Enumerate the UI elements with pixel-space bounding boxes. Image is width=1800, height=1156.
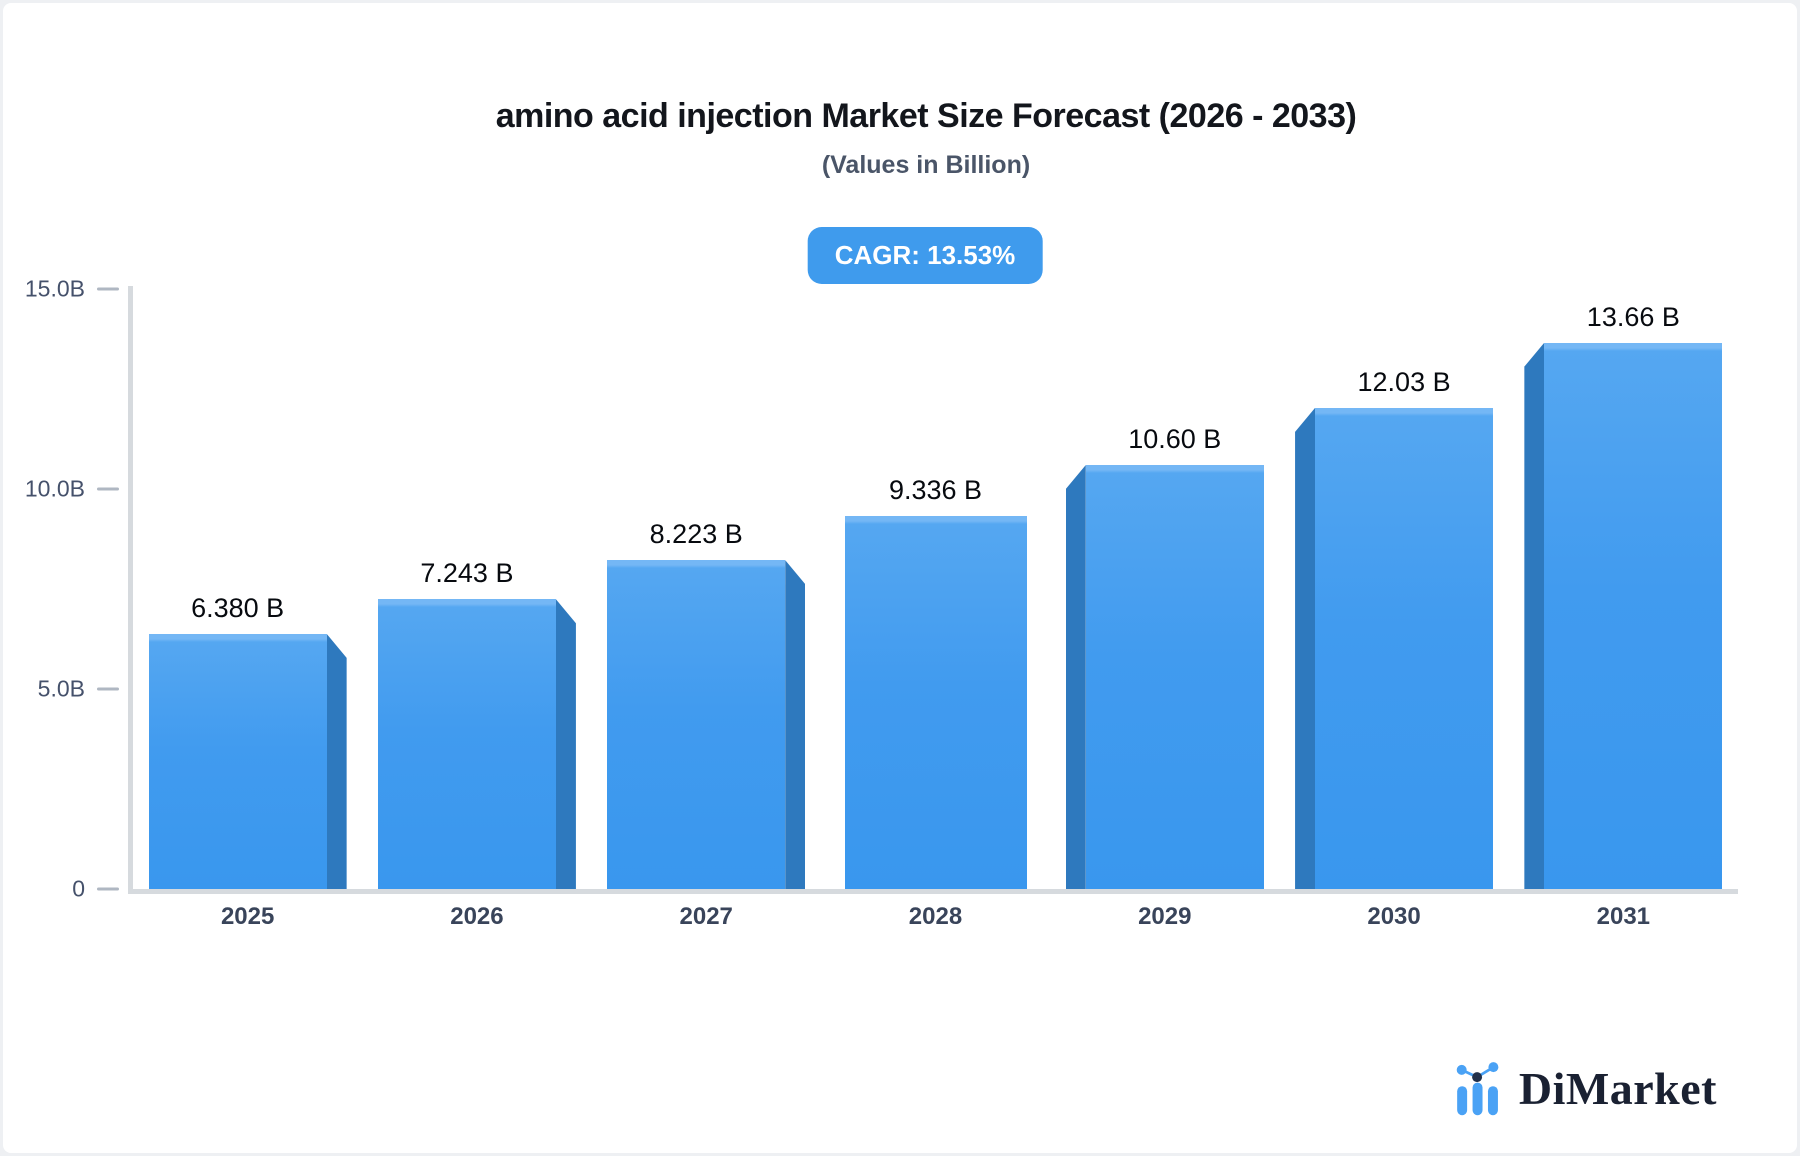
x-axis-label-2031: 2031 — [1596, 903, 1651, 930]
bar-2028[interactable] — [844, 515, 1027, 889]
bar-value-label: 9.336 B — [888, 474, 983, 505]
bar-3d-side — [1524, 342, 1545, 889]
bar-3d-side — [1295, 407, 1316, 889]
y-axis-line — [128, 286, 133, 894]
brand-logo: DiMarket — [1449, 1059, 1717, 1117]
bar-2027[interactable] — [607, 560, 806, 889]
bar-3d-side — [326, 633, 347, 889]
bar-face — [1544, 342, 1723, 889]
bar-2030[interactable] — [1295, 407, 1494, 889]
bar-3d-side — [555, 599, 576, 889]
chart-card: amino acid injection Market Size Forecas… — [3, 3, 1797, 1153]
chart-title: amino acid injection Market Size Forecas… — [495, 97, 1357, 135]
y-axis-tick-label: 15.0B — [24, 275, 85, 302]
bar-3d-side — [1065, 465, 1086, 889]
bar-2026[interactable] — [377, 599, 576, 889]
cagr-badge: CAGR: 13.53% — [807, 227, 1043, 284]
x-axis-label-2029: 2029 — [1138, 903, 1192, 930]
x-axis-label-2025: 2025 — [220, 903, 275, 930]
bar-2025[interactable] — [148, 633, 347, 889]
bar-value-label: 6.380 B — [191, 592, 285, 623]
bar-value-label: 12.03 B — [1357, 366, 1451, 397]
y-axis-tick: 15.0B — [25, 276, 119, 303]
y-axis-tick-mark — [97, 687, 119, 691]
y-axis-tick-label: 0 — [72, 875, 85, 902]
bar-value-label: 10.60 B — [1128, 424, 1222, 454]
plot-area: 15.0B 10.0B 5.0B 0 6.380 B 2025 7.243 B 2026 8.2… — [25, 276, 1738, 930]
y-axis-tick-mark — [97, 287, 119, 291]
y-axis-tick-mark — [97, 487, 119, 491]
x-axis-label-2026: 2026 — [450, 903, 504, 930]
y-axis-tick-mark — [97, 887, 119, 891]
bar-value-label: 8.223 B — [649, 519, 743, 550]
x-axis-line — [128, 889, 1738, 894]
x-axis-label-2030: 2030 — [1367, 903, 1421, 930]
y-axis-tick: 10.0B — [25, 476, 119, 503]
x-axis-label-2028: 2028 — [908, 903, 963, 930]
bar-face — [607, 560, 786, 889]
bar-value-label: 13.66 B — [1586, 301, 1680, 332]
brand-name: DiMarket — [1518, 1062, 1717, 1114]
mini-bar-line-chart-icon — [1456, 1062, 1499, 1116]
bar-value-label: 7.243 B — [420, 558, 514, 589]
bar-face — [1315, 407, 1494, 889]
bar-2029[interactable] — [1065, 465, 1264, 889]
y-axis-tick: 5.0B — [38, 676, 119, 703]
y-axis-tick: 0 — [72, 876, 119, 903]
bar-face — [377, 599, 556, 889]
bar-face — [844, 515, 1027, 889]
x-axis-label-2027: 2027 — [679, 903, 733, 930]
y-axis-tick-label: 10.0B — [24, 475, 85, 502]
y-axis-tick-label: 5.0B — [37, 675, 85, 702]
bar-3d-side — [785, 560, 806, 889]
bar-2031[interactable] — [1524, 342, 1723, 889]
bar-face — [1085, 465, 1264, 889]
bar-face — [148, 633, 327, 889]
chart-subtitle: (Values in Billion) — [821, 151, 1031, 179]
